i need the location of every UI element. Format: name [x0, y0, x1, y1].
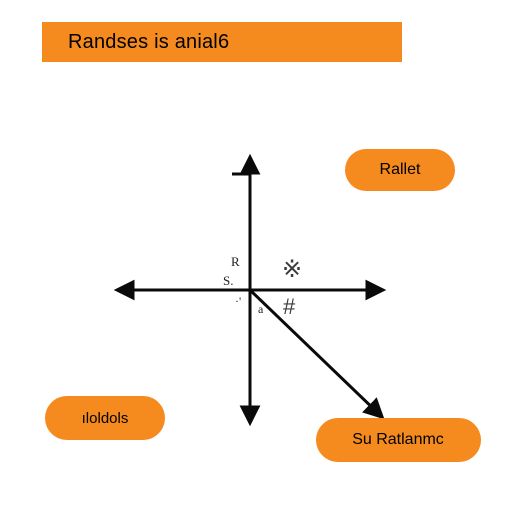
center-label-1: S.	[223, 273, 233, 289]
center-label-0: R	[231, 254, 240, 270]
center-label-2: ·'	[235, 294, 241, 309]
axis-group	[120, 160, 380, 420]
pill-top_right: Rallet	[345, 149, 455, 191]
pill-bot_left: ıloldols	[45, 396, 165, 440]
diagram-canvas: Randses is anial6 RalletıloldolsSu Ratla…	[0, 0, 512, 512]
center-label-3: a	[258, 302, 263, 317]
center-glyph-1: #	[283, 294, 295, 320]
center-glyph-0: ※	[282, 255, 302, 284]
pill-bot_right: Su Ratlanmc	[316, 418, 481, 462]
